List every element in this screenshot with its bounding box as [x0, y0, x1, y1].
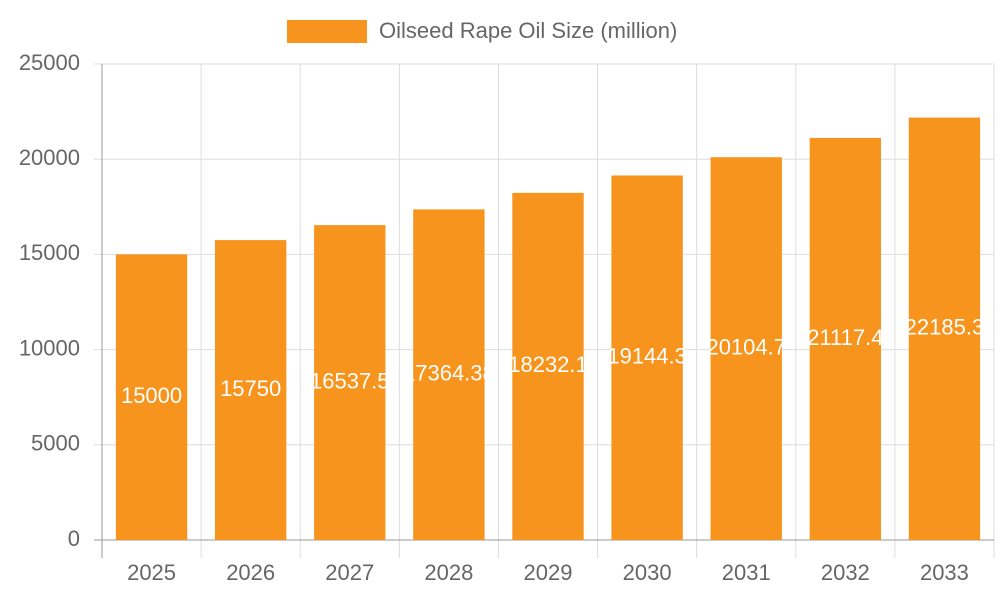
value-label: 15750	[220, 376, 281, 401]
y-tick-label: 25000	[19, 50, 80, 75]
bar	[413, 209, 485, 540]
value-label: 22185.3	[905, 315, 985, 340]
x-tick-label: 2031	[722, 560, 771, 585]
bar	[809, 137, 882, 541]
value-label: 19144.3	[607, 344, 687, 369]
x-tick-label: 2032	[821, 560, 870, 585]
x-tick-label: 2028	[424, 560, 473, 585]
bar	[908, 117, 981, 540]
bar	[314, 225, 386, 540]
bar	[115, 254, 188, 540]
bar	[214, 240, 287, 540]
x-tick-label: 2033	[920, 560, 969, 585]
x-tick-label: 2025	[127, 560, 176, 585]
legend-swatch	[287, 20, 367, 43]
x-tick-label: 2026	[226, 560, 275, 585]
x-tick-label: 2027	[325, 560, 374, 585]
y-tick-label: 20000	[19, 145, 80, 170]
value-label: 16537.5	[310, 368, 390, 393]
value-label: 21117.4	[807, 325, 883, 350]
bar	[611, 175, 683, 540]
y-tick-label: 0	[68, 526, 80, 551]
y-tick-label: 5000	[31, 431, 80, 456]
legend-label: Oilseed Rape Oil Size (million)	[379, 18, 677, 43]
value-label: 17364.38	[403, 361, 495, 386]
bar	[512, 192, 584, 540]
value-label: 20104.7	[706, 334, 786, 359]
y-tick-label: 10000	[19, 335, 80, 360]
value-label: 15000	[121, 383, 182, 408]
value-label: 18232.1	[508, 352, 588, 377]
x-tick-label: 2029	[524, 560, 573, 585]
bar	[710, 157, 782, 540]
x-tick-label: 2030	[623, 560, 672, 585]
y-tick-label: 15000	[19, 240, 80, 265]
